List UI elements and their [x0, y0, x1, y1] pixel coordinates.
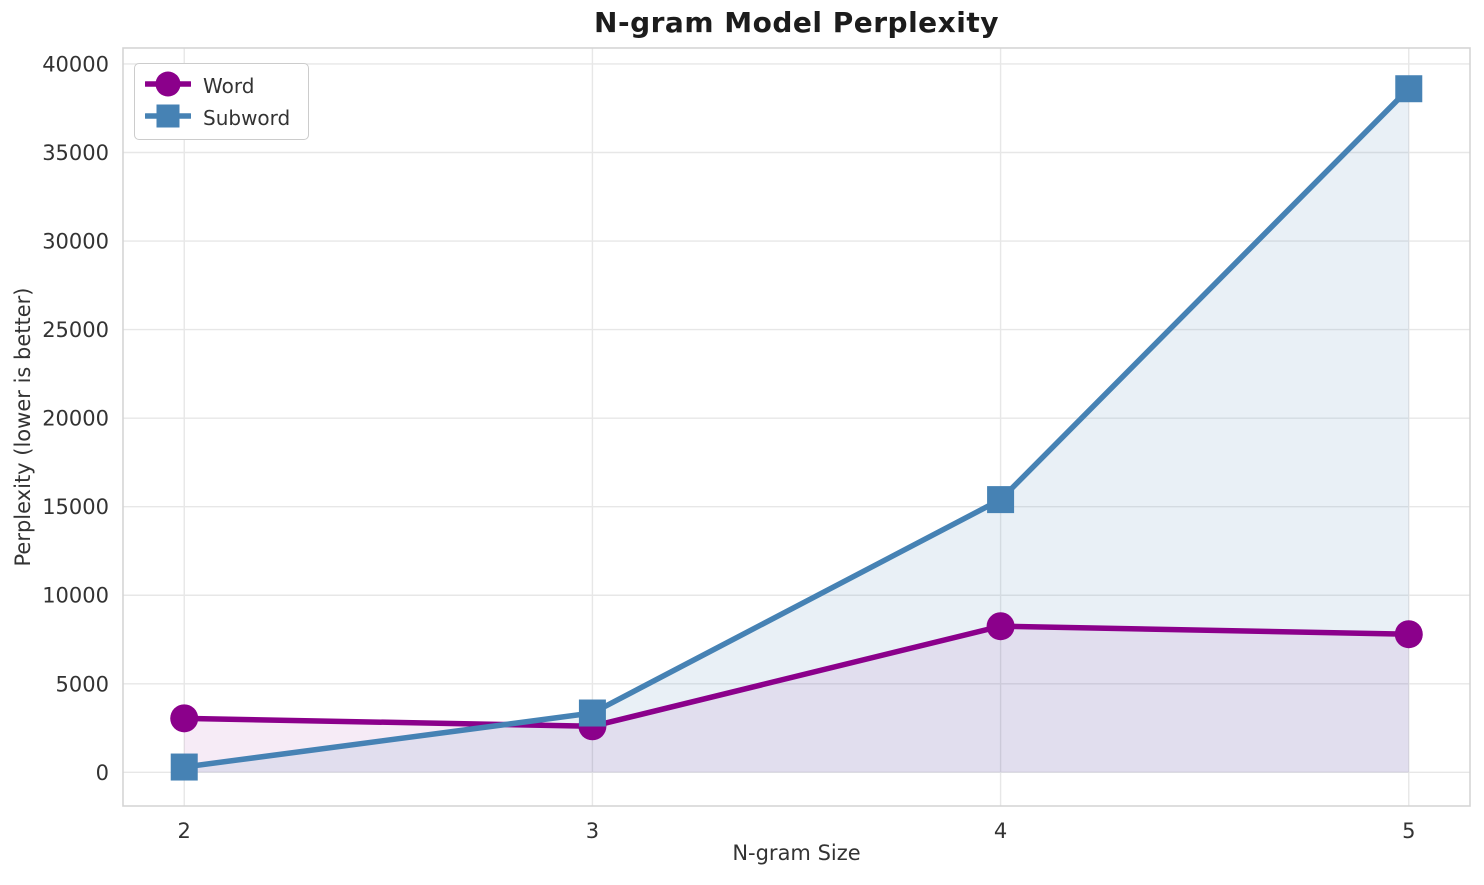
marker-word-5: [1394, 620, 1423, 649]
marker-word-2: [170, 704, 199, 733]
marker-word-4: [986, 612, 1015, 641]
y-tick-labels: 0 5000 10000 15000 20000 25000 30000 35000 40000: [42, 52, 109, 784]
x-tick-label: 2: [178, 819, 191, 843]
y-tick-label: 10000: [42, 584, 109, 608]
legend: Word Subword: [134, 63, 310, 140]
y-axis-label: Perplexity (lower is better): [11, 287, 35, 567]
marker-subword-2: [170, 753, 198, 781]
x-tick-label: 3: [586, 819, 599, 843]
x-tick-labels: 2 3 4 5: [178, 819, 1416, 843]
marker-subword-5: [1395, 75, 1423, 103]
legend-label-word: Word: [203, 73, 255, 98]
y-tick-label: 30000: [42, 230, 109, 254]
subword-line-square-marker-icon: [143, 101, 193, 135]
x-axis-label: N-gram Size: [732, 841, 861, 865]
marker-subword-3: [578, 699, 606, 727]
y-tick-label: 15000: [42, 495, 109, 519]
y-tick-label: 5000: [56, 672, 109, 696]
legend-item-word: Word: [143, 69, 290, 103]
y-tick-label: 0: [96, 761, 109, 785]
line-word: [181, 623, 1412, 730]
line-subword: [181, 85, 1412, 770]
legend-label-subword: Subword: [203, 105, 291, 130]
word-line-circle-marker-icon: [143, 69, 193, 103]
series-word: [170, 612, 1423, 741]
y-tick-label: 25000: [42, 318, 109, 342]
x-tick-label: 4: [994, 819, 1007, 843]
y-tick-label: 40000: [42, 52, 109, 76]
marker-subword-4: [987, 486, 1015, 514]
gridlines: [123, 48, 1470, 806]
y-tick-label: 35000: [42, 141, 109, 165]
legend-item-subword: Subword: [143, 101, 291, 135]
series-subword: [170, 75, 1423, 781]
y-tick-label: 20000: [42, 407, 109, 431]
plot-border: [122, 47, 1471, 807]
area-fill-subword: [184, 88, 1409, 773]
chart-title: N-gram Model Perplexity: [594, 6, 999, 39]
area-fill-word: [184, 626, 1409, 773]
x-tick-label: 5: [1402, 819, 1415, 843]
